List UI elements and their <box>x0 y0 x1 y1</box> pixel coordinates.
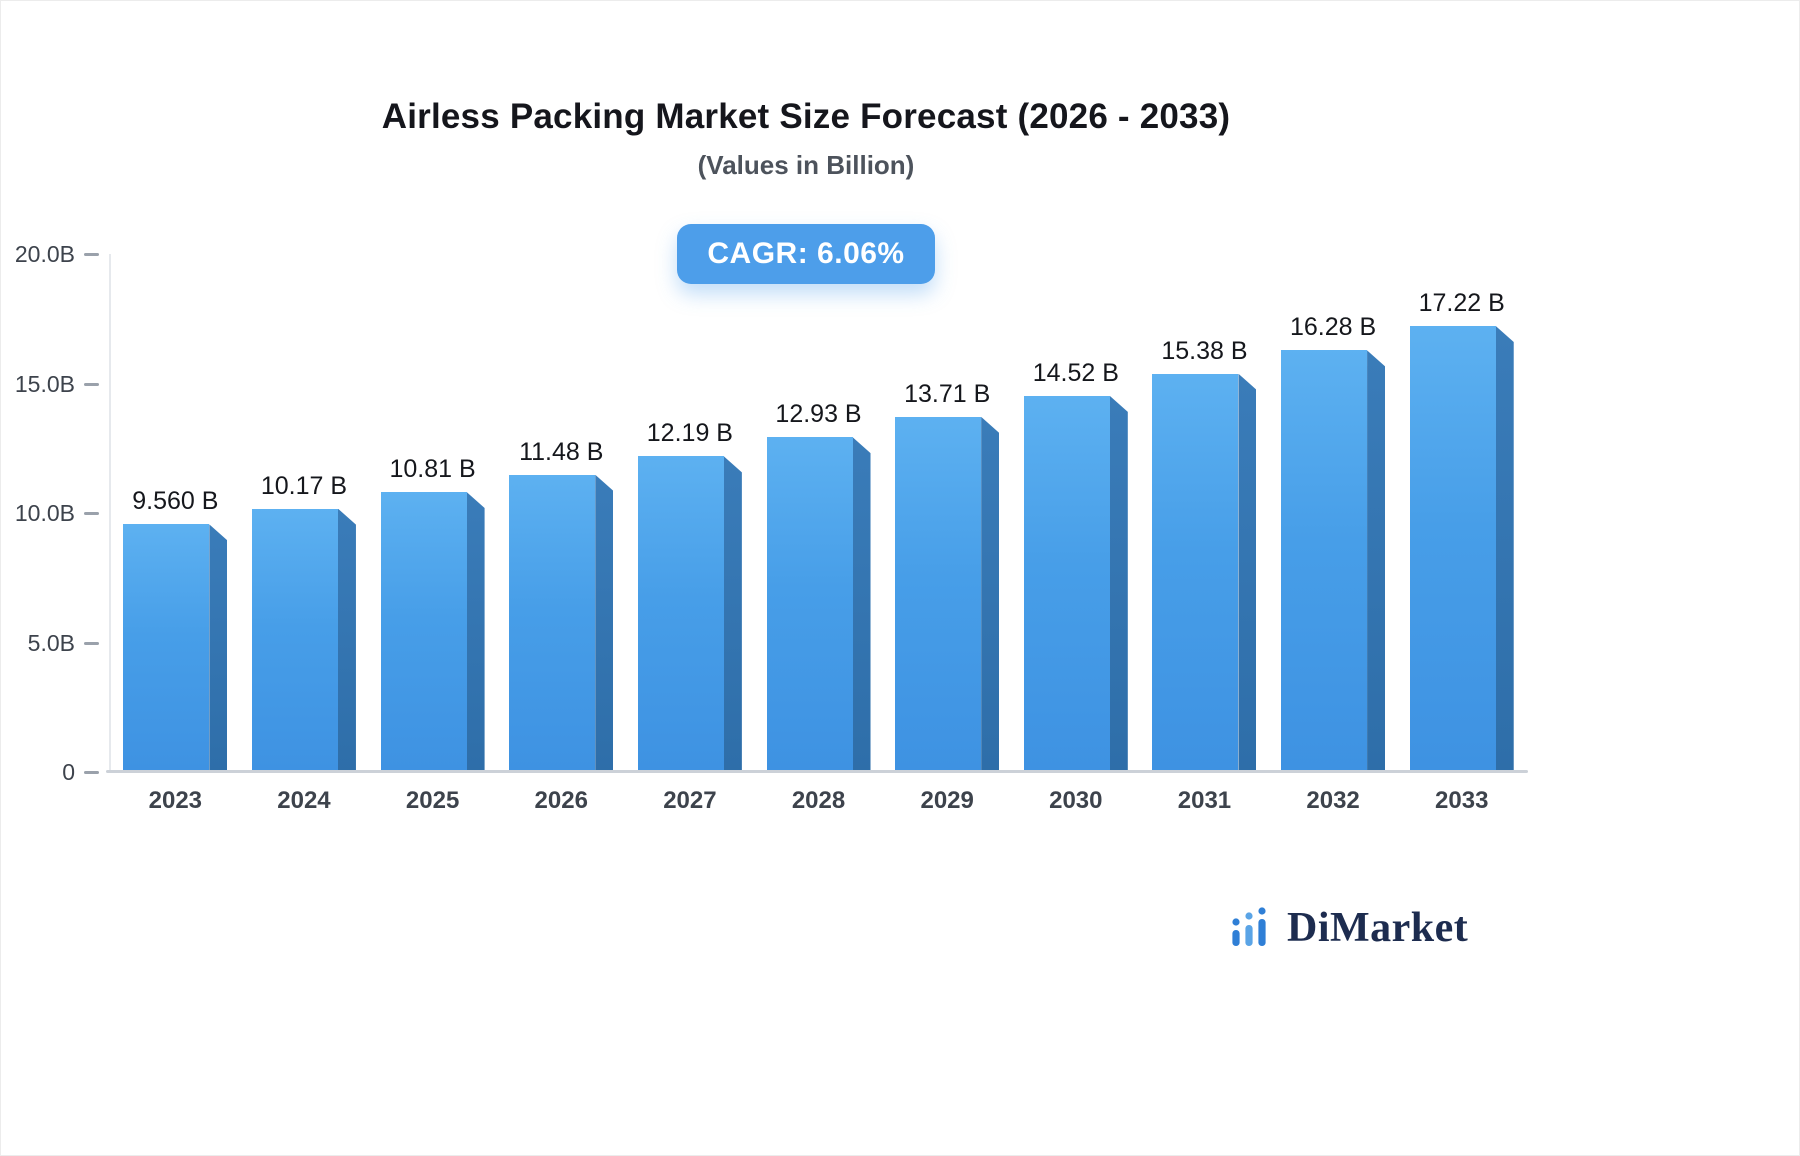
x-axis-labels: 2023 2024 2025 2026 2027 2028 2029 2030 2031 2032… <box>111 787 1526 815</box>
bar-slot: 10.81 B <box>368 254 497 772</box>
bar-slot: 12.93 B <box>754 254 883 772</box>
bar-side <box>1238 373 1257 772</box>
bar-value-label: 9.560 B <box>132 487 219 516</box>
bar <box>1409 326 1514 772</box>
bar-face <box>1023 395 1110 772</box>
bar <box>1152 373 1257 772</box>
y-axis-tick <box>84 641 99 645</box>
bar <box>895 416 1000 772</box>
bar-slot: 11.48 B <box>497 254 626 772</box>
bar-value-label: 12.93 B <box>775 400 862 429</box>
bar-side <box>595 474 614 772</box>
bar-side <box>1367 350 1386 772</box>
bar <box>251 508 356 772</box>
bar-face <box>1409 326 1496 772</box>
bar-slot: 17.22 B <box>1397 254 1526 772</box>
bar-face <box>380 492 467 772</box>
y-axis-label: 5.0B <box>27 629 75 656</box>
dimarket-logo-text: DiMarket <box>1287 905 1469 951</box>
y-axis: 20.0B 15.0B 10.0B 5.0B 0 <box>1 241 111 785</box>
y-axis-label: 0 <box>62 759 75 785</box>
bar-side <box>466 492 485 772</box>
y-axis-tick <box>84 382 99 386</box>
bar <box>1023 395 1128 772</box>
y-axis-line <box>109 254 111 772</box>
bar <box>509 474 614 772</box>
x-axis-label: 2024 <box>277 787 331 814</box>
bar-face <box>895 416 982 772</box>
bar-value-label: 17.22 B <box>1418 289 1505 317</box>
bar-chart-dots-icon <box>1232 907 1266 946</box>
bar-slot: 16.28 B <box>1269 254 1398 772</box>
bar-side <box>723 456 742 772</box>
y-axis-label: 10.0B <box>14 500 75 526</box>
bar-slot: 12.19 B <box>626 254 755 772</box>
bar-slot: 14.52 B <box>1011 254 1140 772</box>
x-axis-label: 2023 <box>148 787 203 814</box>
bar <box>380 492 485 772</box>
y-axis-label: 20.0B <box>14 241 75 267</box>
bar-face <box>1152 373 1239 772</box>
bar-value-label: 14.52 B <box>1032 358 1119 387</box>
x-axis-label: 2028 <box>791 787 846 814</box>
bar-face <box>251 508 338 772</box>
x-axis-label: 2027 <box>663 787 717 814</box>
bar-value-label: 11.48 B <box>519 437 604 466</box>
x-axis-label: 2026 <box>534 787 588 814</box>
y-axis-tick <box>84 253 99 256</box>
bar-slot: 13.71 B <box>883 254 1012 772</box>
cagr-badge-wrap: CAGR: 6.06% <box>1 224 1611 284</box>
x-axis-label: 2031 <box>1177 787 1232 814</box>
x-axis-label: 2029 <box>920 787 974 814</box>
bar-side <box>981 416 1000 772</box>
bar-value-label: 16.28 B <box>1289 313 1377 342</box>
bar-slot: 15.38 B <box>1140 254 1269 772</box>
bar-slot: 9.560 B <box>111 254 240 772</box>
x-axis-label: 2025 <box>405 787 460 814</box>
bar-face <box>766 437 853 772</box>
bar <box>766 437 871 772</box>
bar-face <box>509 474 596 772</box>
bar-side <box>852 437 871 772</box>
bar-side <box>1109 395 1128 772</box>
x-axis-label: 2033 <box>1435 787 1489 814</box>
bar-side <box>1495 326 1514 772</box>
bar-side <box>209 524 228 772</box>
bar <box>637 456 742 772</box>
bar <box>1281 350 1386 772</box>
bar-value-label: 12.19 B <box>646 419 733 448</box>
chart-title: Airless Packing Market Size Forecast (20… <box>381 97 1231 136</box>
x-axis-label: 2030 <box>1049 787 1103 814</box>
bar-face <box>1281 350 1368 772</box>
y-axis-tick <box>84 771 99 774</box>
x-axis-label: 2032 <box>1306 787 1360 814</box>
y-axis-tick <box>84 512 99 515</box>
bar-value-label: 13.71 B <box>904 379 991 408</box>
bar-slot: 10.17 B <box>240 254 369 772</box>
x-axis-line <box>106 770 1528 773</box>
bar-value-label: 10.81 B <box>389 455 476 483</box>
bar <box>123 524 228 772</box>
bar-side <box>337 508 356 772</box>
cagr-badge: CAGR: 6.06% <box>677 224 935 284</box>
bar-face <box>123 524 210 772</box>
bar-value-label: 15.38 B <box>1161 336 1248 365</box>
bar-value-label: 10.17 B <box>260 471 348 500</box>
chart-subtitle: (Values in Billion) <box>697 150 915 180</box>
y-axis-label: 15.0B <box>14 370 75 397</box>
bar-face <box>637 456 724 772</box>
bars-row: 9.560 B 10.17 B 10.81 B 11.48 B 12.19 B 12.93… <box>111 254 1526 772</box>
dimarket-logo: DiMarket <box>1229 904 1468 952</box>
